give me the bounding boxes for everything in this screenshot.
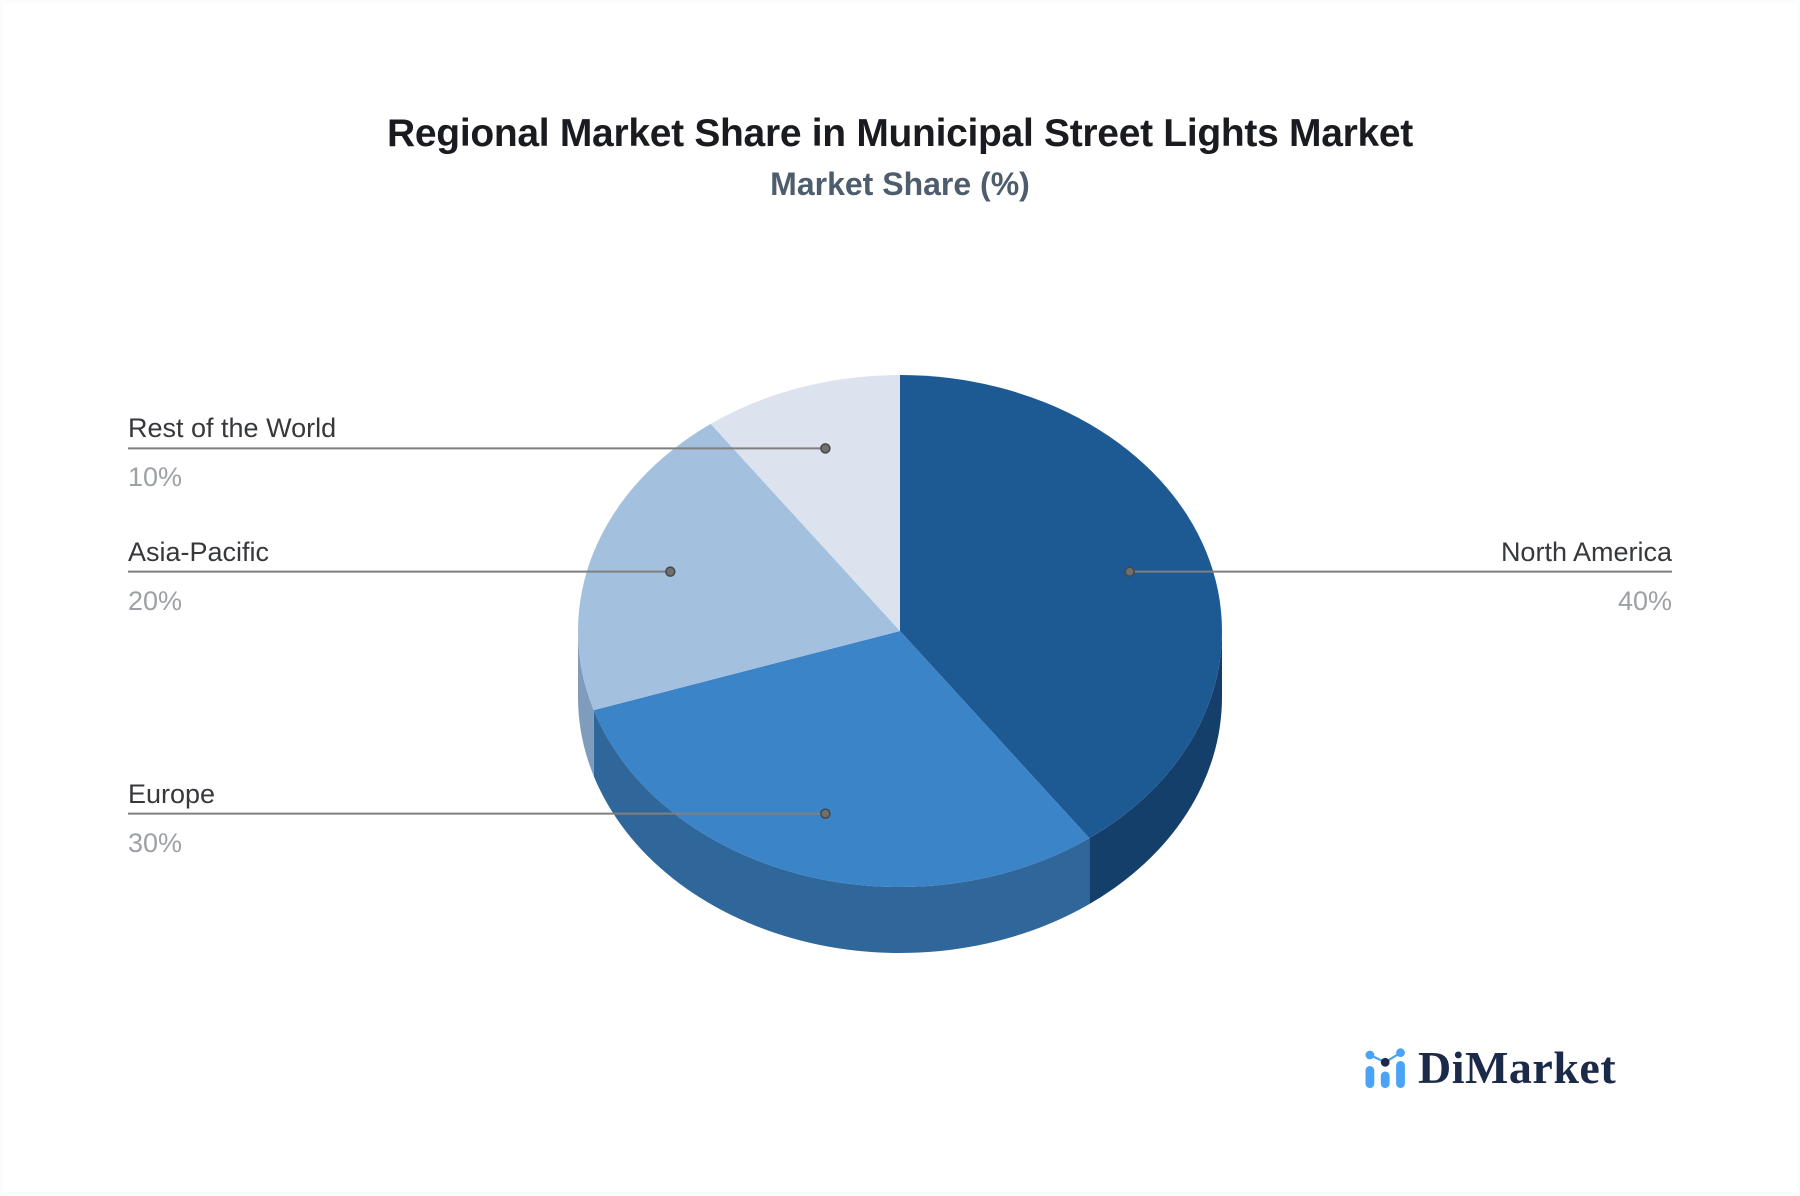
pie-slice-north-america[interactable] <box>900 375 1222 839</box>
slice-label: Rest of the World <box>128 413 337 444</box>
pie-slice-side-north-america <box>1089 631 1222 905</box>
pie-slice-asia-pacific[interactable] <box>578 423 900 711</box>
slice-label: North America <box>1500 536 1672 567</box>
leader-dot-rest-of-the-world <box>820 443 831 454</box>
dimarket-logo: DiMarket <box>1364 1040 1616 1096</box>
leader-dot-asia-pacific <box>665 566 676 577</box>
leader-dot-europe <box>820 808 831 819</box>
slice-callout-asia-pacific: Asia-Pacific 20% <box>128 535 269 618</box>
slice-value: 30% <box>128 827 183 858</box>
chart-title: Regional Market Share in Municipal Stree… <box>387 112 1413 155</box>
leader-dot-north-america <box>1124 566 1135 577</box>
slice-label: Europe <box>128 778 216 809</box>
slice-callout-rest-of-the-world: Rest of the World 10% <box>128 411 336 494</box>
chart-subtitle: Market Share (%) <box>770 166 1030 202</box>
dimarket-logo-text: DiMarket <box>1418 1042 1617 1093</box>
slice-label: Asia-Pacific <box>128 536 270 567</box>
slice-value: 20% <box>128 585 183 616</box>
pie-slice-rest-of-the-world[interactable] <box>710 375 900 631</box>
pie-slice-side-europe <box>593 710 1090 953</box>
pie-slice-europe[interactable] <box>593 631 1090 887</box>
bar-chart-logo-icon <box>1365 1048 1405 1088</box>
slice-callout-north-america: North America 40% <box>1501 535 1672 618</box>
slice-value: 10% <box>128 462 183 493</box>
slice-callout-europe: Europe 30% <box>128 777 215 860</box>
slice-value: 40% <box>1617 585 1672 616</box>
pie-slice-side-asia-pacific <box>578 631 594 777</box>
